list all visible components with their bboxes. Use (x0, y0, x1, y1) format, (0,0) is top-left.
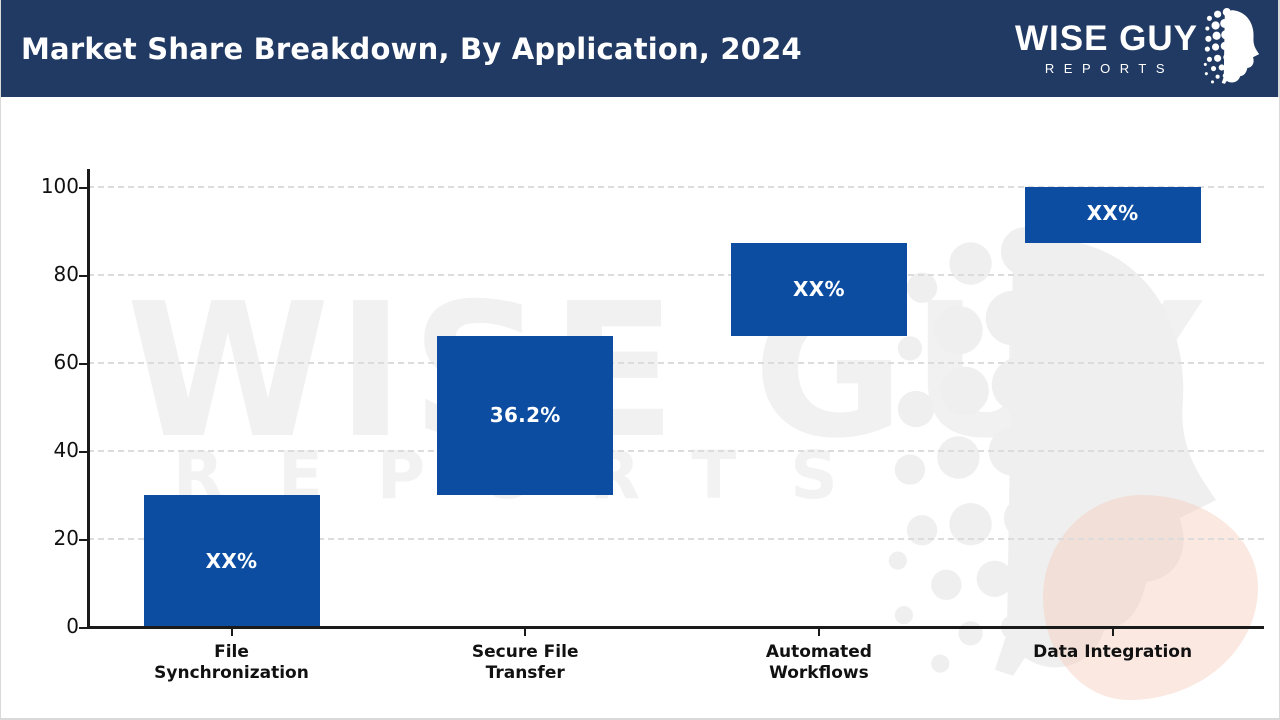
x-axis-label-file-synchronization: File Synchronization (154, 642, 309, 683)
gridline-60 (88, 362, 1264, 364)
bar-automated-workflows: XX% (730, 242, 907, 336)
x-tick-mark (817, 628, 820, 636)
bar-value-label: XX% (205, 549, 258, 573)
y-tick-label-100: 100 (40, 174, 79, 198)
y-tick-mark-60 (79, 363, 88, 365)
wiseguy-head-icon (1203, 8, 1260, 84)
y-axis-line (87, 169, 90, 628)
x-axis-label-automated-workflows: Automated Workflows (765, 642, 872, 683)
x-tick-mark (524, 628, 527, 636)
y-tick-label-0: 0 (66, 614, 79, 638)
header-bar: Market Share Breakdown, By Application, … (1, 0, 1278, 97)
logo-wordmark: WISE GUY REPORTS (1015, 19, 1198, 76)
bar-value-label: XX% (793, 277, 845, 302)
gridline-20 (88, 538, 1264, 540)
y-tick-label-80: 80 (53, 262, 79, 286)
bar-file-synchronization: XX% (143, 495, 320, 627)
logo-reports-text: REPORTS (1044, 60, 1175, 76)
logo-wiseguy-text: WISE GUY (1014, 18, 1198, 58)
bar-data-integration: XX% (1024, 187, 1201, 243)
x-tick-mark (1111, 628, 1114, 636)
bar-value-label: 36.2% (489, 403, 561, 428)
y-tick-label-60: 60 (53, 350, 79, 374)
brand-logo: WISE GUY REPORTS (1015, 6, 1264, 88)
gridline-80 (88, 274, 1264, 276)
x-tick-mark (230, 628, 233, 636)
x-axis-line (87, 626, 1264, 629)
bar-secure-file-transfer: 36.2% (437, 335, 614, 495)
y-tick-mark-80 (79, 275, 88, 277)
y-tick-mark-0 (79, 627, 88, 629)
y-tick-label-40: 40 (53, 438, 79, 462)
y-tick-label-20: 20 (53, 526, 79, 550)
y-tick-mark-40 (79, 451, 88, 453)
bar-value-label: XX% (1086, 201, 1139, 225)
gridline-40 (88, 450, 1264, 452)
x-axis-label-secure-file-transfer: Secure File Transfer (471, 642, 579, 683)
y-tick-mark-20 (79, 539, 88, 541)
gridline-100 (88, 186, 1264, 188)
y-tick-mark-100 (79, 187, 88, 189)
x-axis-label-data-integration: Data Integration (1033, 642, 1193, 662)
page-title: Market Share Breakdown, By Application, … (21, 31, 802, 66)
